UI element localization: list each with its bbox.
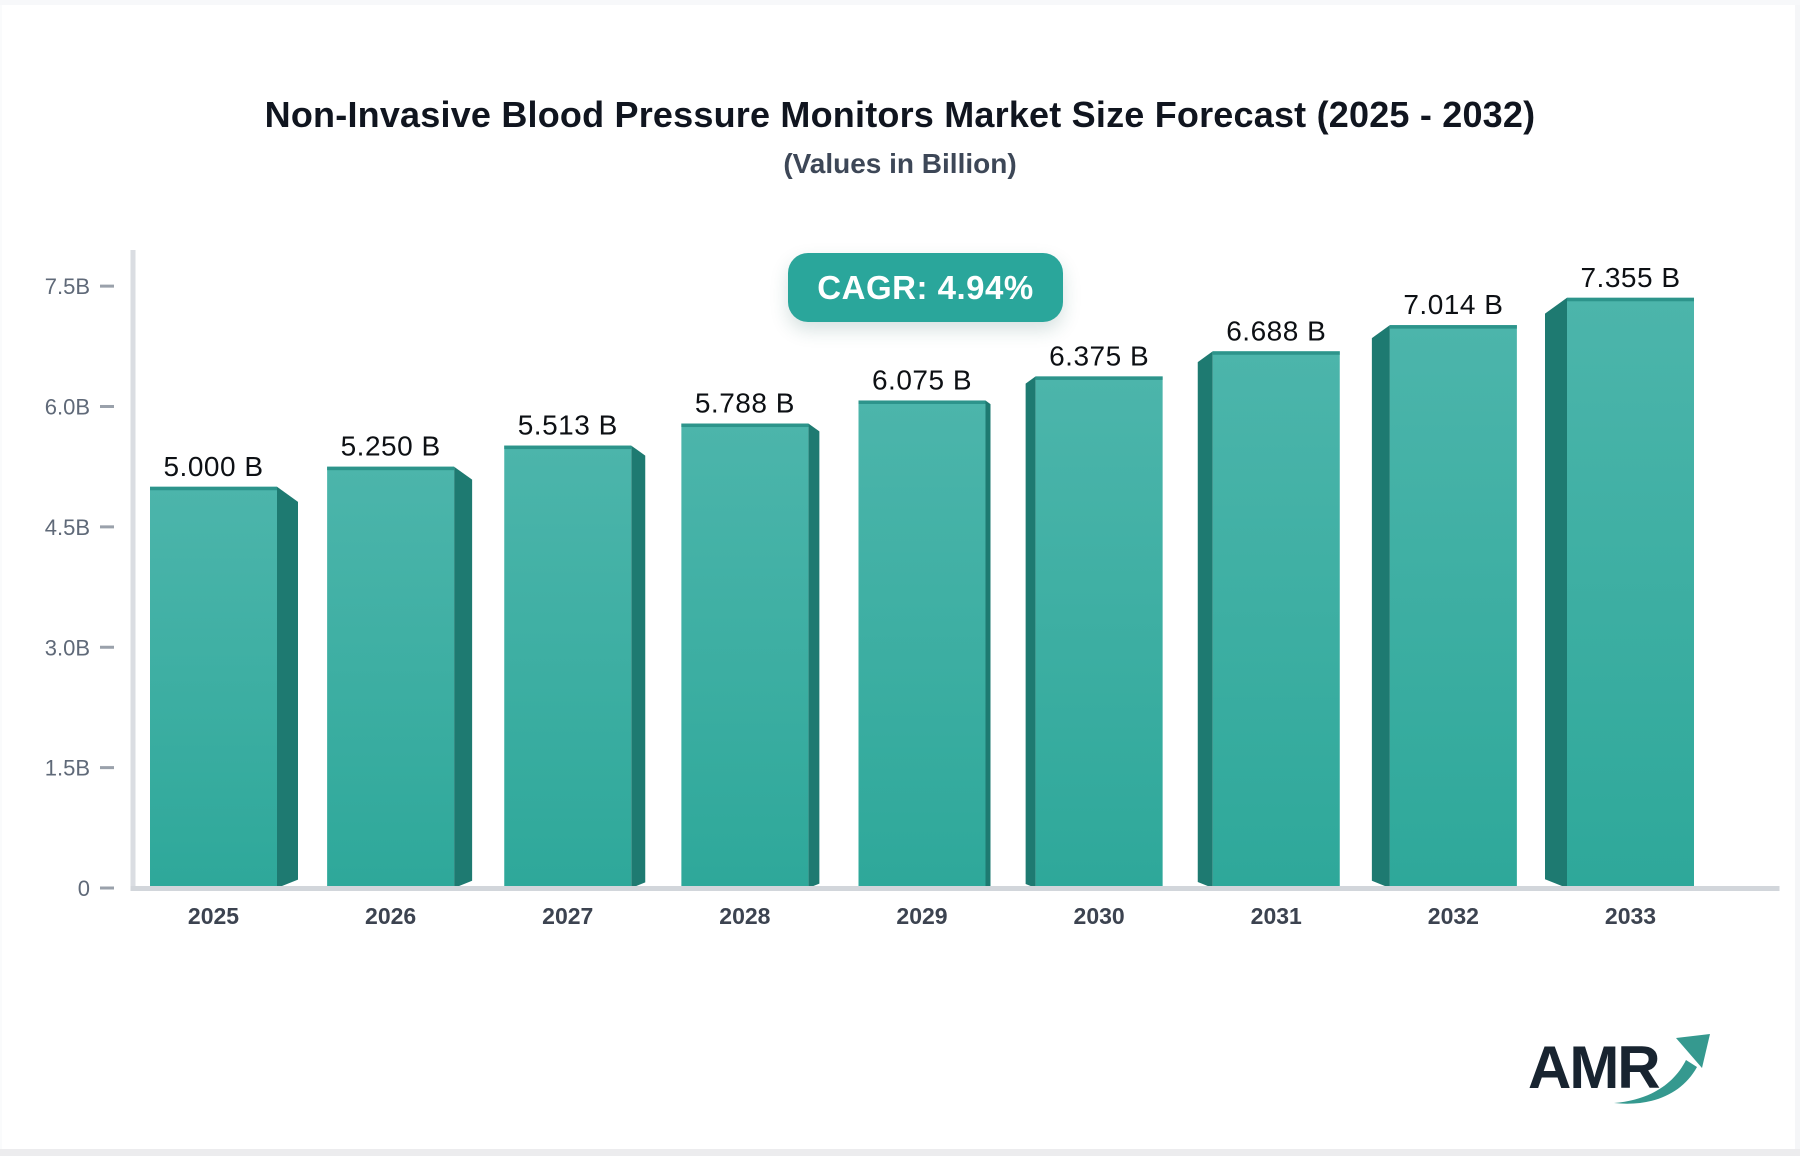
bar-2025 — [150, 486, 277, 888]
x-axis-label-2026: 2026 — [365, 903, 416, 929]
amr-logo: AMR — [1528, 1034, 1710, 1104]
amr-logo-text: AMR — [1528, 1034, 1660, 1101]
bar-2029 — [858, 400, 986, 888]
bar-2026 — [327, 466, 455, 888]
bar-side-2025 — [277, 486, 298, 888]
bar-side-2026 — [454, 466, 473, 888]
bar-value-label: 5.000 B — [163, 451, 263, 482]
x-axis-label-2029: 2029 — [896, 903, 947, 929]
y-axis-line — [130, 250, 136, 891]
cagr-badge: CAGR: 4.94% — [788, 253, 1063, 322]
bar-2032 — [1389, 325, 1517, 889]
y-tick-label: 4.5B — [45, 515, 90, 540]
bar-value-label: 5.788 B — [695, 388, 795, 419]
bar-2027 — [504, 445, 632, 888]
y-tick-label: 1.5B — [45, 756, 90, 781]
bar-2033 — [1567, 297, 1694, 889]
y-tick-label: 0 — [78, 876, 90, 901]
bar-value-label: 5.250 B — [341, 431, 441, 462]
x-axis-line — [130, 886, 1780, 891]
y-tick — [100, 405, 114, 408]
x-axis-label-2032: 2032 — [1428, 903, 1479, 929]
y-tick-label: 7.5B — [45, 274, 90, 299]
bar-top-edge — [681, 423, 809, 428]
y-tick — [100, 525, 114, 529]
bar-top-edge — [1035, 376, 1163, 380]
bar-top-edge — [504, 445, 632, 450]
bar-value-label: 6.075 B — [872, 364, 972, 395]
bar-side-2029 — [985, 400, 991, 888]
y-tick-label: 6.0B — [45, 395, 90, 420]
bar-value-label: 7.355 B — [1580, 262, 1680, 293]
amr-logo-arrow-icon — [1614, 1060, 1697, 1104]
bar-value-label: 7.014 B — [1403, 289, 1503, 320]
bar-top-edge — [1389, 325, 1517, 329]
bar-top-edge — [150, 486, 277, 491]
y-tick — [100, 766, 114, 770]
y-tick-label: 3.0B — [45, 635, 90, 660]
amr-logo-arrowhead-icon — [1676, 1034, 1710, 1068]
bar-value-label: 6.375 B — [1049, 340, 1149, 371]
chart-subtitle: (Values in Billion) — [783, 148, 1017, 179]
y-tick — [100, 645, 114, 649]
bar-side-2030 — [1025, 376, 1036, 888]
bar-value-label: 6.688 B — [1226, 315, 1326, 346]
bar-value-label: 5.513 B — [518, 410, 618, 441]
cagr-badge-label: CAGR: 4.94% — [817, 268, 1034, 306]
bar-side-2027 — [631, 445, 646, 888]
x-axis-label-2025: 2025 — [188, 903, 239, 929]
bar-top-edge — [327, 466, 455, 471]
bar-2028 — [681, 423, 809, 888]
bar-top-edge — [858, 400, 986, 404]
bar-side-2033 — [1545, 297, 1567, 889]
bar-top-edge — [1212, 351, 1340, 355]
bar-top-edge — [1567, 297, 1694, 302]
y-tick — [100, 284, 114, 288]
bar-side-2031 — [1197, 351, 1213, 889]
y-tick — [100, 886, 114, 890]
bar-2030 — [1035, 376, 1163, 888]
bar-2031 — [1212, 351, 1340, 889]
x-axis-label-2030: 2030 — [1074, 903, 1125, 929]
x-axis-label-2031: 2031 — [1251, 903, 1302, 929]
chart-title: Non-Invasive Blood Pressure Monitors Mar… — [264, 94, 1536, 135]
x-axis-label-2033: 2033 — [1605, 903, 1656, 929]
x-axis-label-2028: 2028 — [719, 903, 770, 929]
bar-side-2032 — [1371, 325, 1390, 889]
bar-side-2028 — [808, 423, 820, 888]
x-axis-label-2027: 2027 — [542, 903, 593, 929]
